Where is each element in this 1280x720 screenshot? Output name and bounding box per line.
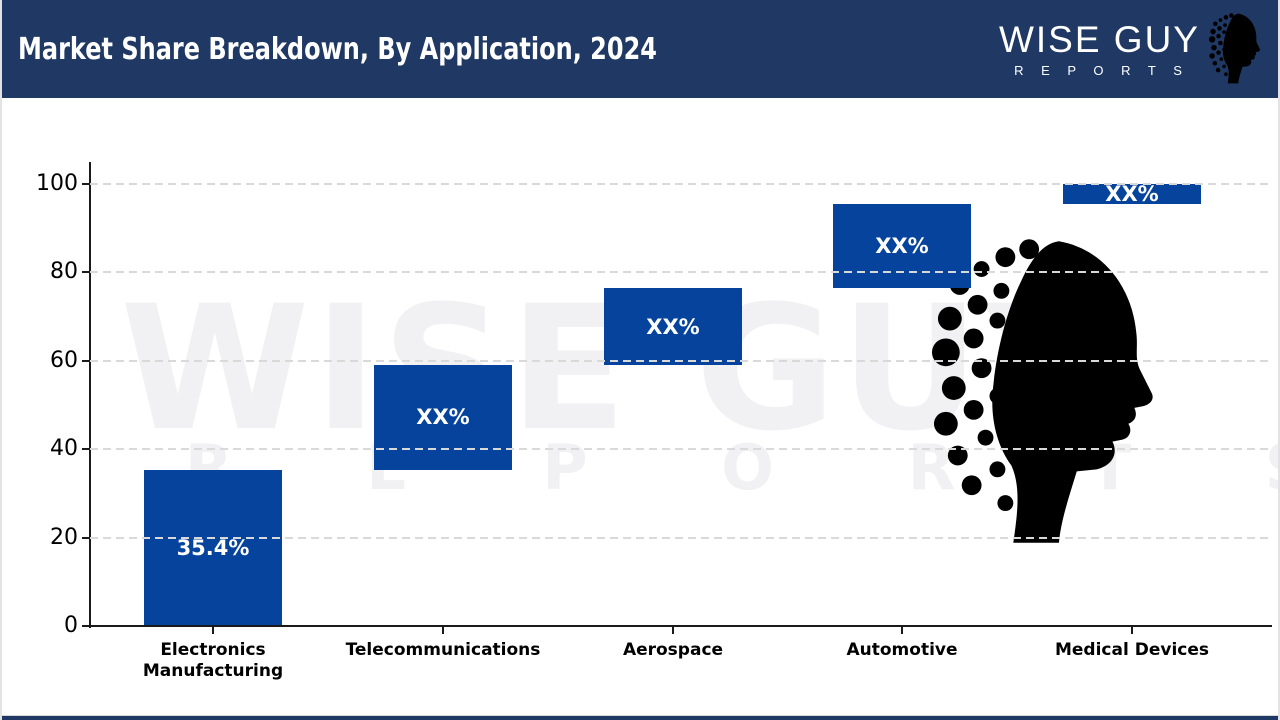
gridline-60 bbox=[90, 359, 1272, 362]
footer-stripe bbox=[2, 716, 1278, 720]
y-axis-tick bbox=[82, 359, 90, 362]
bar-aerospace: XX% bbox=[604, 287, 742, 366]
y-axis-tick bbox=[82, 183, 90, 185]
y-axis-tick bbox=[82, 271, 90, 274]
x-axis-tick bbox=[1131, 627, 1133, 634]
x-axis-tick bbox=[672, 627, 674, 634]
gridline-40 bbox=[90, 448, 1272, 451]
x-category-label: Aerospace bbox=[622, 640, 724, 660]
gridline-80 bbox=[90, 271, 1272, 274]
header: Market Share Breakdown, By Application, … bbox=[2, 0, 1278, 98]
y-axis-tick bbox=[82, 536, 90, 539]
gridline-100 bbox=[90, 183, 1272, 185]
y-tick-label: 100 bbox=[36, 171, 78, 196]
y-tick-label: 20 bbox=[50, 524, 78, 550]
y-tick-label: 0 bbox=[64, 613, 78, 638]
bar-medical-devices: XX% bbox=[1063, 181, 1201, 206]
x-axis-tick bbox=[442, 627, 444, 634]
y-axis-spine bbox=[89, 162, 91, 628]
brand-text: WISE GUY R E P O R T S bbox=[999, 21, 1200, 78]
bar-value-label: 35.4% bbox=[176, 535, 250, 560]
brand-name: WISE GUY bbox=[998, 18, 1200, 60]
brand-logo: WISE GUY R E P O R T S bbox=[999, 10, 1270, 88]
y-tick-label: 40 bbox=[50, 436, 78, 462]
y-tick-label: 80 bbox=[50, 259, 78, 285]
bar-electronics-manufacturing: 35.4% bbox=[144, 469, 282, 626]
y-axis-tick bbox=[82, 448, 90, 451]
bar-value-label: XX% bbox=[646, 314, 700, 339]
footer-divider bbox=[2, 715, 1278, 716]
bar-telecommunications: XX% bbox=[374, 365, 512, 470]
gridline-20 bbox=[90, 536, 1272, 539]
bar-value-label: XX% bbox=[416, 405, 470, 430]
x-axis-tick bbox=[212, 627, 214, 634]
x-category-label: Electronics Manufacturing bbox=[142, 640, 284, 682]
bar-automotive: XX% bbox=[833, 203, 971, 288]
bar-value-label: XX% bbox=[1105, 181, 1159, 206]
x-category-label: Medical Devices bbox=[1054, 640, 1209, 660]
brand-subtitle: R E P O R T S bbox=[1014, 62, 1189, 78]
x-axis-spine bbox=[89, 625, 1272, 627]
y-axis-tick bbox=[82, 625, 90, 627]
x-category-label: Automotive bbox=[846, 640, 958, 660]
x-category-label: Telecommunications bbox=[345, 640, 541, 660]
bar-value-label: XX% bbox=[875, 233, 929, 258]
x-axis-tick bbox=[901, 627, 903, 634]
page-title: Market Share Breakdown, By Application, … bbox=[18, 31, 657, 67]
y-tick-label: 60 bbox=[50, 347, 78, 373]
